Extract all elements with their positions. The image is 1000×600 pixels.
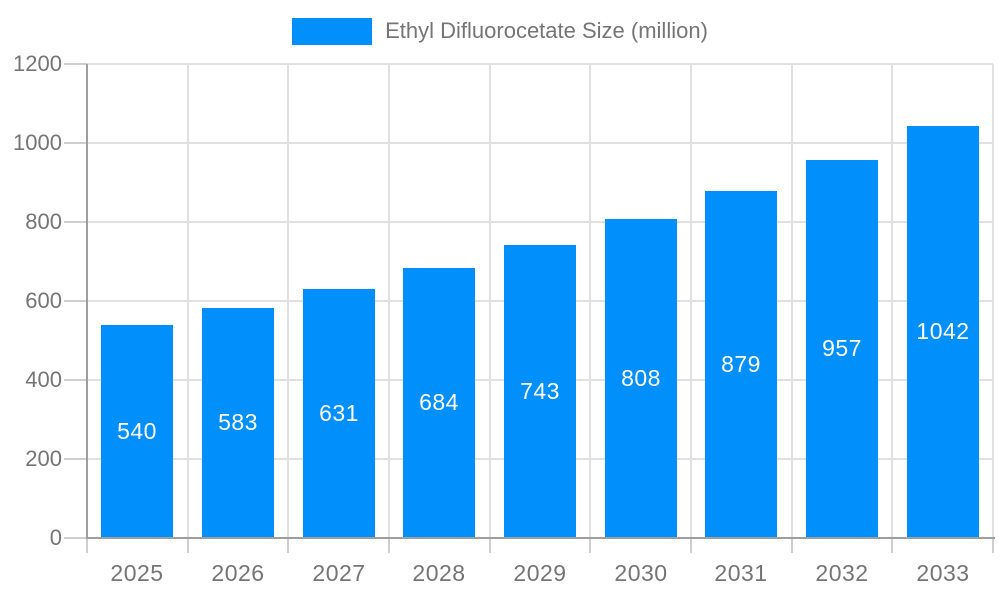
bar[interactable]: 957 xyxy=(806,160,878,537)
y-axis-label: 800 xyxy=(25,209,62,234)
x-axis-label: 2027 xyxy=(312,560,366,586)
x-axis-line xyxy=(86,537,995,539)
bar[interactable]: 684 xyxy=(403,268,475,537)
y-gridline xyxy=(87,142,993,144)
bar[interactable]: 743 xyxy=(504,245,576,537)
x-gridline xyxy=(489,64,491,538)
bar-value-label: 957 xyxy=(822,335,862,361)
y-axis-tick xyxy=(64,300,87,302)
bar[interactable]: 808 xyxy=(605,219,677,537)
x-axis-tick xyxy=(690,538,692,553)
y-axis-label: 1200 xyxy=(13,51,62,76)
bar[interactable]: 583 xyxy=(202,308,274,537)
x-axis-tick xyxy=(388,538,390,553)
y-axis-label: 600 xyxy=(25,288,62,313)
x-axis-label: 2028 xyxy=(412,560,466,586)
x-axis-label: 2033 xyxy=(916,560,970,586)
x-axis-tick xyxy=(287,538,289,553)
y-axis-tick xyxy=(64,142,87,144)
y-axis-tick xyxy=(64,63,87,65)
x-gridline xyxy=(791,64,793,538)
x-axis-label: 2025 xyxy=(110,560,164,586)
y-axis-line xyxy=(86,64,88,538)
y-gridline xyxy=(87,63,993,65)
bar-value-label: 631 xyxy=(319,399,359,426)
y-gridline xyxy=(87,221,993,223)
bar[interactable]: 879 xyxy=(705,191,777,537)
x-axis-label: 2032 xyxy=(815,560,869,586)
bar-value-label: 1042 xyxy=(916,318,970,344)
x-axis-tick xyxy=(489,538,491,553)
bar-value-label: 583 xyxy=(218,409,258,435)
x-axis-tick xyxy=(791,538,793,553)
x-axis-tick xyxy=(891,538,893,553)
x-axis-label: 2030 xyxy=(614,560,668,586)
legend-swatch xyxy=(292,17,373,45)
x-axis-label: 2031 xyxy=(714,560,768,586)
bar[interactable]: 540 xyxy=(101,325,173,537)
y-axis-tick xyxy=(64,221,87,223)
bar-value-label: 743 xyxy=(520,377,560,404)
x-axis-tick xyxy=(589,538,591,553)
bar[interactable]: 631 xyxy=(303,289,375,537)
x-gridline xyxy=(690,64,692,538)
y-axis-label: 0 xyxy=(49,525,62,550)
x-axis-tick xyxy=(187,538,189,553)
y-axis-tick xyxy=(64,537,87,539)
x-axis-label: 2029 xyxy=(513,560,567,586)
y-axis-label: 400 xyxy=(25,367,62,392)
bar-value-label: 879 xyxy=(721,350,761,377)
x-gridline xyxy=(891,64,893,538)
x-axis-tick xyxy=(86,538,88,553)
y-axis-tick xyxy=(64,458,87,460)
bar-value-label: 540 xyxy=(117,417,157,444)
y-axis-tick xyxy=(64,379,87,381)
y-axis-label: 1000 xyxy=(13,130,62,155)
y-axis-label: 200 xyxy=(25,446,62,471)
legend-item[interactable]: Ethyl Difluorocetate Size (million) xyxy=(0,17,1000,45)
x-axis-tick xyxy=(992,538,994,553)
x-gridline xyxy=(589,64,591,538)
bar-value-label: 808 xyxy=(621,364,661,391)
x-gridline xyxy=(388,64,390,538)
x-gridline xyxy=(992,64,994,538)
bar[interactable]: 1042 xyxy=(907,126,979,537)
x-gridline xyxy=(187,64,189,538)
legend-label: Ethyl Difluorocetate Size (million) xyxy=(385,18,708,43)
x-gridline xyxy=(287,64,289,538)
x-axis-label: 2026 xyxy=(211,560,265,586)
bar-value-label: 684 xyxy=(419,389,459,415)
